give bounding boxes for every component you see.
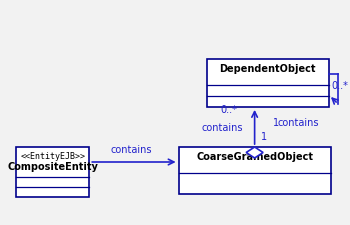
Bar xyxy=(16,147,89,197)
Text: 1: 1 xyxy=(261,131,267,141)
Text: DependentObject: DependentObject xyxy=(219,64,316,74)
Bar xyxy=(207,60,329,108)
Bar xyxy=(178,147,331,194)
Text: CoarseGrainedObject: CoarseGrainedObject xyxy=(196,151,313,161)
Text: CompositeEntity: CompositeEntity xyxy=(7,161,98,171)
Text: 0..*: 0..* xyxy=(332,81,349,91)
Text: <<EntityEJB>>: <<EntityEJB>> xyxy=(20,151,85,160)
Polygon shape xyxy=(246,147,263,158)
Text: contains: contains xyxy=(277,117,318,127)
Text: contains: contains xyxy=(111,144,152,154)
Text: contains: contains xyxy=(202,122,244,132)
Text: 0..*: 0..* xyxy=(220,105,237,115)
Text: 1: 1 xyxy=(273,117,279,127)
